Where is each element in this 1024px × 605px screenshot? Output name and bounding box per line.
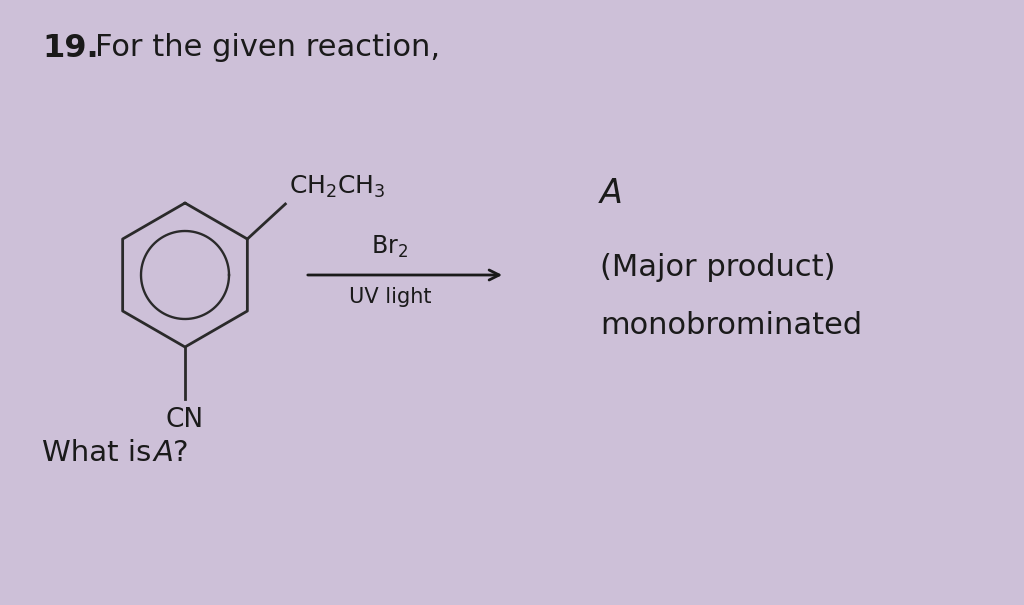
Text: ?: ? [173, 439, 188, 467]
Text: A: A [600, 177, 623, 210]
Text: $\mathregular{Br_2}$: $\mathregular{Br_2}$ [372, 234, 409, 260]
Text: 19.: 19. [42, 33, 98, 64]
Text: UV light: UV light [349, 287, 431, 307]
Text: monobrominated: monobrominated [600, 310, 862, 339]
Text: $\mathregular{CH_2CH_3}$: $\mathregular{CH_2CH_3}$ [290, 174, 386, 200]
Text: For the given reaction,: For the given reaction, [95, 33, 440, 62]
Text: CN: CN [166, 407, 204, 433]
Text: A: A [154, 439, 174, 467]
Text: What is: What is [42, 439, 161, 467]
Text: (Major product): (Major product) [600, 252, 836, 281]
